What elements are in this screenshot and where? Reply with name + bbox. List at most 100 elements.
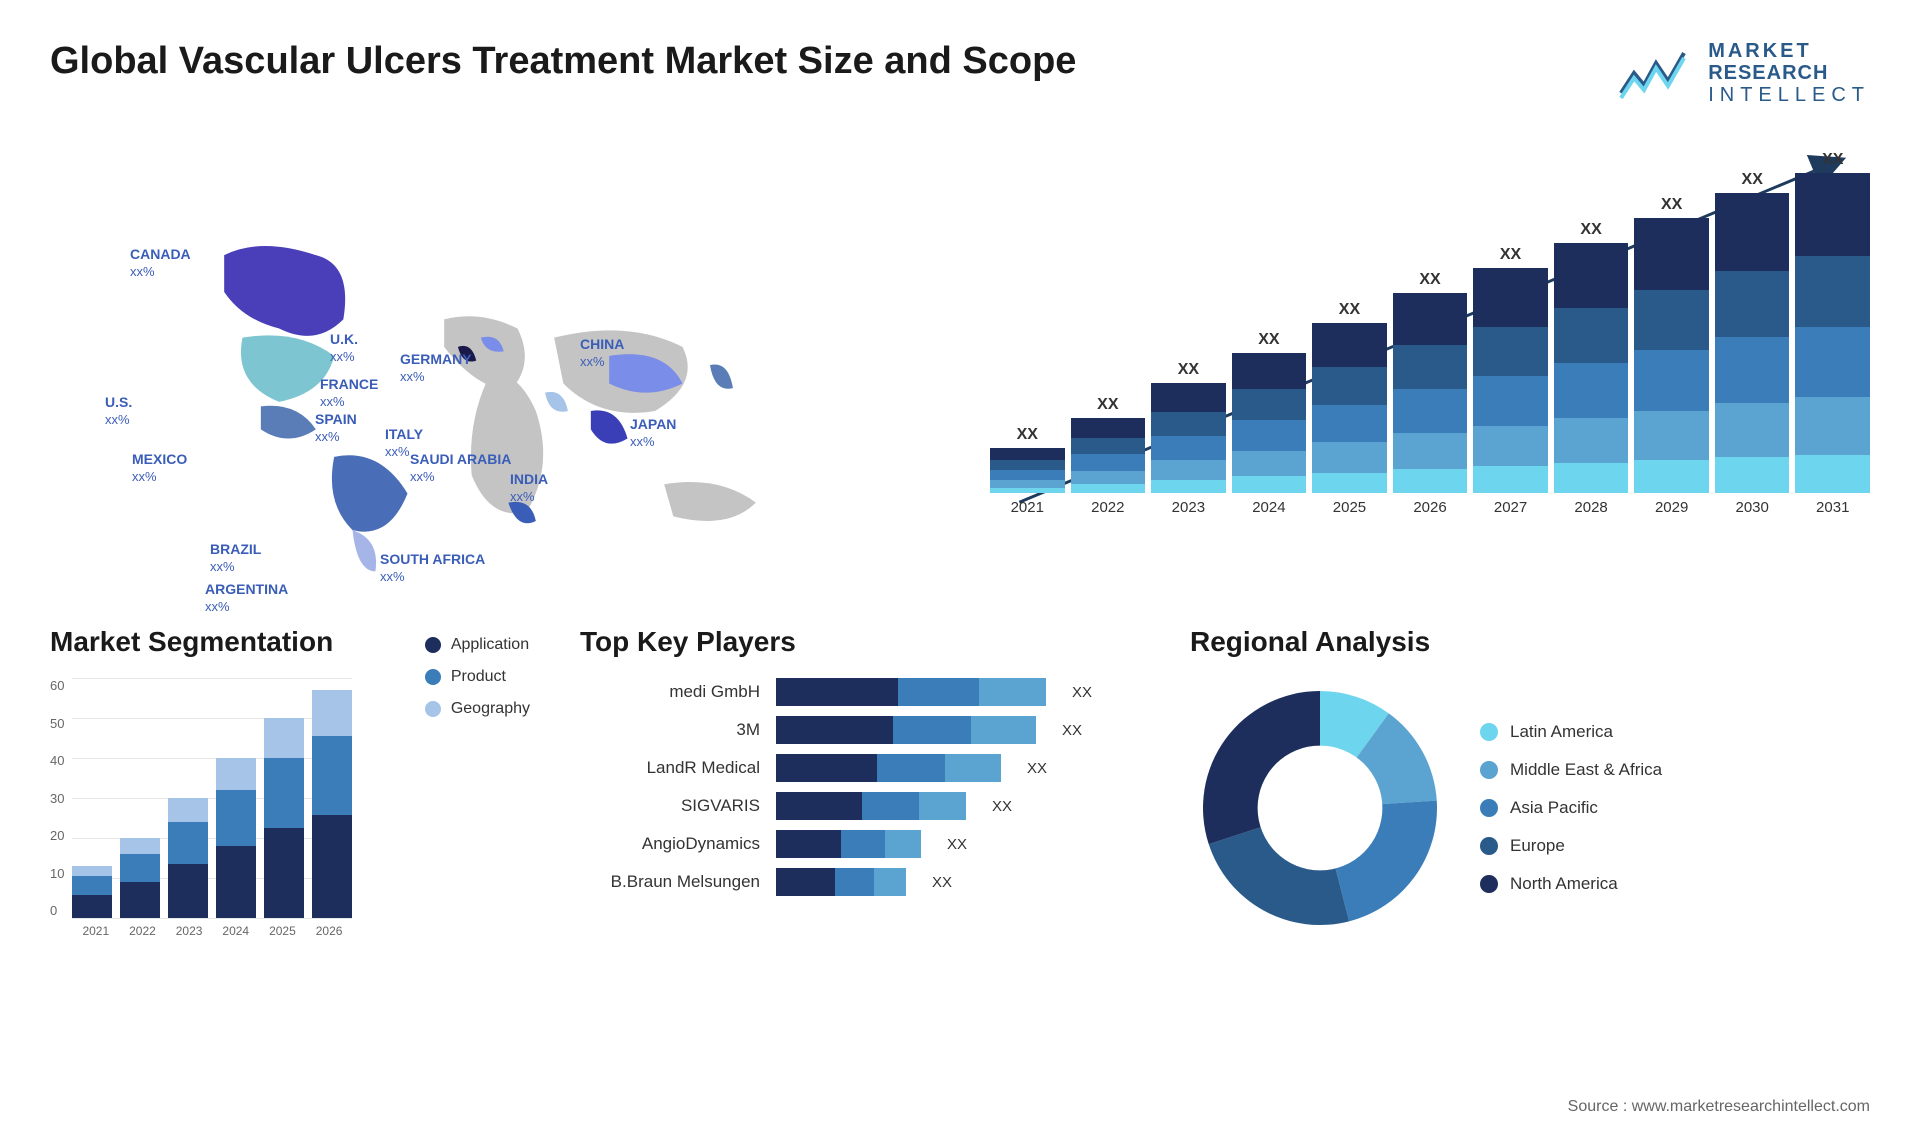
- seg-bar: [216, 758, 256, 918]
- growth-year: 2031: [1816, 499, 1849, 516]
- growth-bar-label: XX: [1419, 271, 1440, 289]
- growth-year: 2028: [1574, 499, 1607, 516]
- growth-year: 2023: [1172, 499, 1205, 516]
- seg-bar: [120, 838, 160, 918]
- logo-text-3: INTELLECT: [1708, 84, 1870, 106]
- map-label: MEXICOxx%: [132, 451, 187, 485]
- growth-bar-col: XX 2029: [1634, 196, 1709, 516]
- growth-year: 2025: [1333, 499, 1366, 516]
- seg-bar: [72, 866, 112, 918]
- map-label: JAPANxx%: [630, 416, 676, 450]
- growth-bar-label: XX: [1017, 426, 1038, 444]
- player-bar: [776, 792, 966, 820]
- player-value: XX: [1072, 684, 1092, 701]
- growth-bar: [1393, 293, 1468, 493]
- players-title: Top Key Players: [580, 626, 1140, 658]
- player-value: XX: [1027, 760, 1047, 777]
- growth-bar-label: XX: [1258, 331, 1279, 349]
- growth-year: 2024: [1252, 499, 1285, 516]
- player-bar: [776, 678, 1046, 706]
- growth-bar-label: XX: [1822, 151, 1843, 169]
- growth-bar-col: XX 2021: [990, 426, 1065, 516]
- growth-bar-col: XX2027: [1473, 246, 1548, 516]
- segmentation-section: Market Segmentation 6050403020100 202120…: [50, 626, 530, 958]
- growth-bar-col: XX 2022: [1071, 396, 1146, 516]
- player-value: XX: [992, 798, 1012, 815]
- map-label: SPAINxx%: [315, 411, 357, 445]
- growth-year: 2030: [1736, 499, 1769, 516]
- player-bar: [776, 868, 906, 896]
- donut-legend-item: Europe: [1480, 836, 1662, 856]
- map-label: GERMANYxx%: [400, 351, 472, 385]
- growth-bar: [1312, 323, 1387, 493]
- seg-legend-item: Product: [425, 668, 530, 686]
- players-section: Top Key Players medi GmbHXX3MXXLandR Med…: [580, 626, 1140, 958]
- logo-text-1: MARKET: [1708, 40, 1870, 62]
- growth-chart: XX2021XX2022XX2023XX2024XX2025XX2026XX20…: [990, 136, 1870, 576]
- map-label: INDIAxx%: [510, 471, 548, 505]
- map-label: CANADAxx%: [130, 246, 191, 280]
- growth-bar-label: XX: [1580, 221, 1601, 239]
- growth-year: 2026: [1413, 499, 1446, 516]
- growth-bar: [1634, 218, 1709, 493]
- world-map-svg: [50, 136, 930, 576]
- growth-bar-label: XX: [1742, 171, 1763, 189]
- growth-bar-col: XX 2026: [1393, 271, 1468, 516]
- regional-title: Regional Analysis: [1190, 626, 1870, 658]
- world-map: CANADAxx%U.S.xx%MEXICOxx%BRAZILxx%ARGENT…: [50, 136, 930, 576]
- seg-legend-item: Application: [425, 636, 530, 654]
- growth-bar-col: XX 2031: [1795, 151, 1870, 516]
- player-value: XX: [1062, 722, 1082, 739]
- donut-legend-item: Asia Pacific: [1480, 798, 1662, 818]
- player-name: AngioDynamics: [580, 834, 760, 854]
- growth-bar-label: XX: [1097, 396, 1118, 414]
- growth-bar-label: XX: [1661, 196, 1682, 214]
- seg-bar: [264, 718, 304, 918]
- map-label: SAUDI ARABIAxx%: [410, 451, 511, 485]
- player-name: medi GmbH: [580, 682, 760, 702]
- growth-bar-col: XX 2028: [1554, 221, 1629, 516]
- growth-year: 2022: [1091, 499, 1124, 516]
- map-label: FRANCExx%: [320, 376, 378, 410]
- growth-bar-col: XX 2023: [1151, 361, 1226, 516]
- donut-legend-item: Latin America: [1480, 722, 1662, 742]
- growth-bar-col: XX 2024: [1232, 331, 1307, 516]
- player-bar: [776, 716, 1036, 744]
- player-name: SIGVARIS: [580, 796, 760, 816]
- player-row: AngioDynamicsXX: [580, 830, 1140, 858]
- growth-bar: [1473, 268, 1548, 493]
- growth-bar: [1232, 353, 1307, 493]
- seg-bar: [168, 798, 208, 918]
- regional-section: Regional Analysis Latin America Middle Ea…: [1190, 626, 1870, 958]
- seg-legend-item: Geography: [425, 700, 530, 718]
- map-label: ARGENTINAxx%: [205, 581, 288, 615]
- map-label: U.K.xx%: [330, 331, 358, 365]
- map-label: CHINAxx%: [580, 336, 624, 370]
- player-row: SIGVARIS XX: [580, 792, 1140, 820]
- growth-year: 2029: [1655, 499, 1688, 516]
- player-row: 3M XX: [580, 716, 1140, 744]
- growth-bar-label: XX: [1178, 361, 1199, 379]
- donut-legend-item: North America: [1480, 874, 1662, 894]
- player-bar: [776, 754, 1001, 782]
- page-title: Global Vascular Ulcers Treatment Market …: [50, 40, 1076, 83]
- growth-bar: [990, 448, 1065, 493]
- player-row: B.Braun MelsungenXX: [580, 868, 1140, 896]
- seg-bar: [312, 690, 352, 918]
- source-attribution: Source : www.marketresearchintellect.com: [1568, 1098, 1870, 1116]
- donut-legend-item: Middle East & Africa: [1480, 760, 1662, 780]
- map-label: U.S.xx%: [105, 394, 132, 428]
- player-row: LandR MedicalXX: [580, 754, 1140, 782]
- player-name: 3M: [580, 720, 760, 740]
- logo-icon: [1616, 43, 1696, 103]
- growth-bar: [1715, 193, 1790, 493]
- growth-bar-col: XX 2030: [1715, 171, 1790, 516]
- player-row: medi GmbH XX: [580, 678, 1140, 706]
- map-label: BRAZILxx%: [210, 541, 261, 575]
- brand-logo: MARKET RESEARCH INTELLECT: [1616, 40, 1870, 106]
- logo-text-2: RESEARCH: [1708, 62, 1870, 84]
- regional-donut: [1190, 678, 1450, 938]
- player-name: B.Braun Melsungen: [580, 872, 760, 892]
- regional-legend: Latin America Middle East & Africa Asia Pa…: [1480, 722, 1662, 894]
- growth-year: 2021: [1011, 499, 1044, 516]
